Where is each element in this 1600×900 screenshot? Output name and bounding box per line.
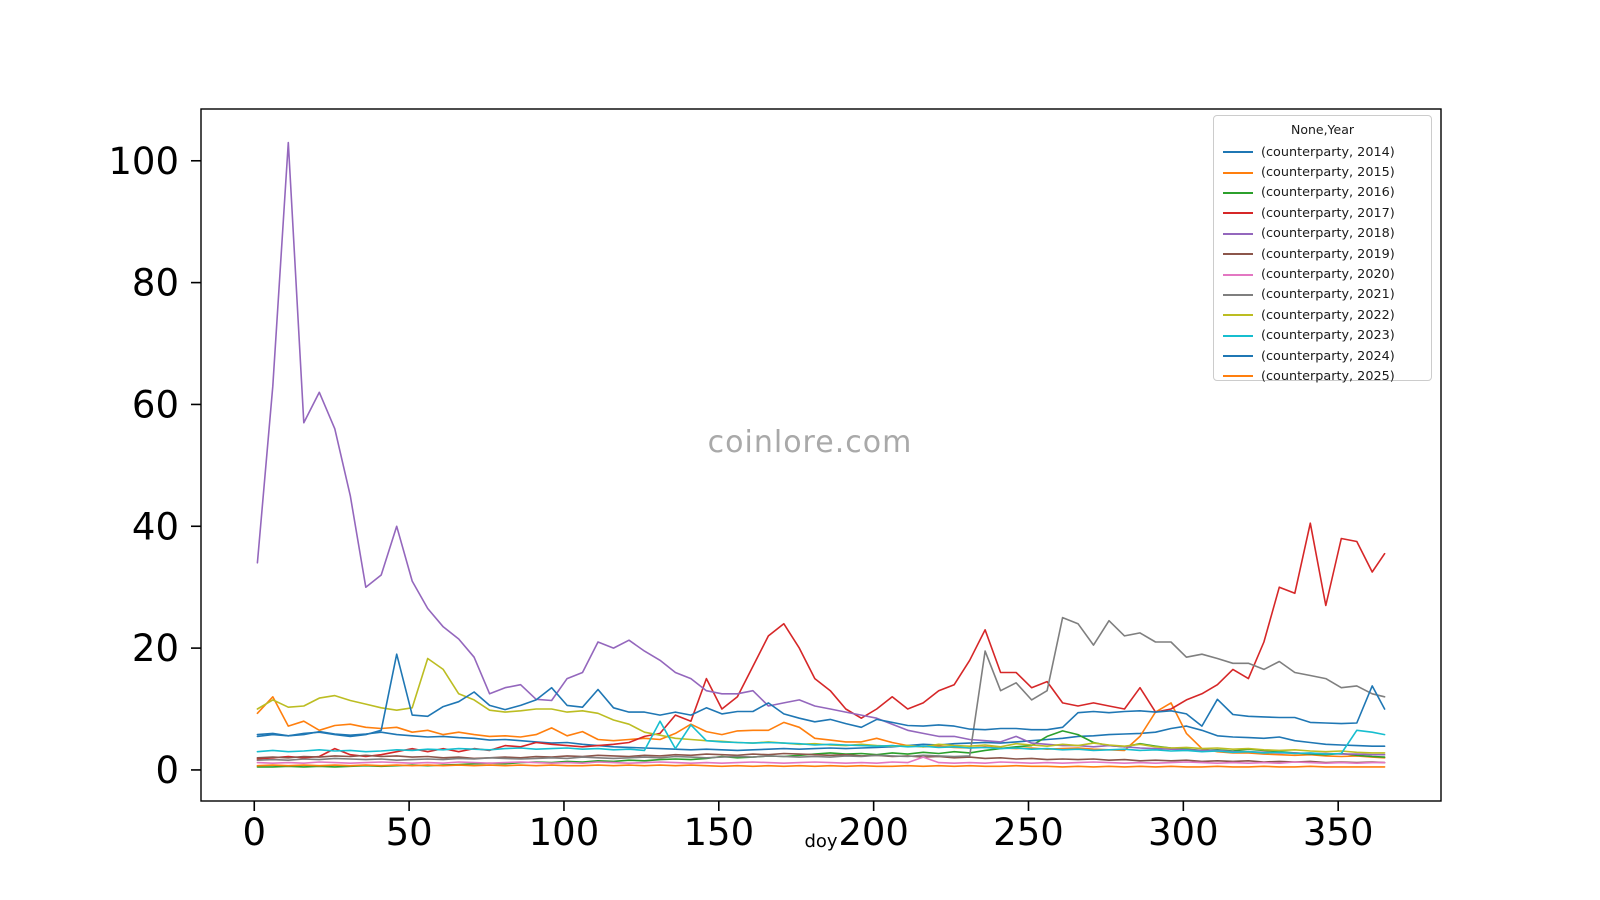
- legend: None,Year (counterparty, 2014) (counterpa…: [1213, 115, 1432, 384]
- legend-item: (counterparty, 2015): [1214, 162, 1431, 182]
- legend-line-swatch: [1223, 171, 1253, 174]
- legend-line-swatch: [1223, 191, 1253, 194]
- legend-item-label: (counterparty, 2022): [1261, 307, 1395, 323]
- legend-item-label: (counterparty, 2017): [1261, 205, 1395, 221]
- legend-item-label: (counterparty, 2018): [1261, 226, 1395, 242]
- legend-title: None,Year: [1290, 122, 1355, 137]
- series-line-2024: [256, 653, 1386, 738]
- series-line-2025: [256, 764, 1386, 768]
- series-lines: [256, 141, 1386, 768]
- x-tick-label: 100: [529, 811, 600, 854]
- x-tick-label: 50: [386, 811, 433, 854]
- legend-item: (counterparty, 2018): [1214, 224, 1431, 244]
- x-axis-label: doy: [804, 831, 838, 852]
- legend-item-label: (counterparty, 2023): [1261, 328, 1395, 344]
- x-tick-label: 250: [993, 811, 1064, 854]
- plot-frame: [200, 108, 1442, 802]
- y-tick-label: 80: [132, 262, 179, 305]
- legend-item: (counterparty, 2024): [1214, 346, 1431, 366]
- series-line-2019: [256, 752, 1386, 764]
- legend-line-swatch: [1223, 314, 1253, 317]
- x-tick-label: 350: [1303, 811, 1374, 854]
- series-line-2023: [256, 720, 1386, 755]
- y-tick-label: 0: [155, 749, 179, 792]
- legend-item-label: (counterparty, 2021): [1261, 287, 1395, 303]
- legend-line-swatch: [1223, 355, 1253, 358]
- legend-item: (counterparty, 2023): [1214, 326, 1431, 346]
- series-line-2015: [256, 695, 1386, 759]
- y-tick-label: 20: [132, 627, 179, 670]
- legend-line-swatch: [1223, 273, 1253, 276]
- legend-line-swatch: [1223, 253, 1253, 256]
- watermark: coinlore.com: [707, 425, 913, 460]
- legend-items: (counterparty, 2014) (counterparty, 2015)…: [1214, 142, 1431, 387]
- legend-line-swatch: [1223, 212, 1253, 215]
- y-tick-label: 100: [108, 140, 179, 183]
- y-tick-label: 60: [132, 383, 179, 426]
- legend-item: (counterparty, 2025): [1214, 366, 1431, 386]
- series-line-2020: [256, 756, 1386, 765]
- legend-item: (counterparty, 2017): [1214, 203, 1431, 223]
- legend-item: (counterparty, 2020): [1214, 264, 1431, 284]
- legend-item-label: (counterparty, 2016): [1261, 185, 1395, 201]
- legend-item: (counterparty, 2022): [1214, 305, 1431, 325]
- series-line-2017: [256, 522, 1386, 760]
- legend-line-swatch: [1223, 334, 1253, 337]
- x-tick-label: 0: [242, 811, 266, 854]
- series-line-2014: [256, 725, 1386, 752]
- legend-item: (counterparty, 2014): [1214, 142, 1431, 162]
- legend-item: (counterparty, 2019): [1214, 244, 1431, 264]
- legend-line-swatch: [1223, 293, 1253, 296]
- x-tick-label: 300: [1148, 811, 1219, 854]
- y-tick-label: 40: [132, 505, 179, 548]
- series-line-2021: [256, 616, 1386, 762]
- legend-item-label: (counterparty, 2025): [1261, 368, 1395, 384]
- legend-item-label: (counterparty, 2024): [1261, 348, 1395, 364]
- legend-item: (counterparty, 2021): [1214, 285, 1431, 305]
- legend-item-label: (counterparty, 2014): [1261, 144, 1395, 160]
- legend-item-label: (counterparty, 2019): [1261, 246, 1395, 262]
- y-axis-ticks: 0 20 40 60 80 100: [108, 140, 201, 792]
- x-axis-ticks: 0 50 100 150 200 250 300 350: [242, 801, 1373, 854]
- legend-item-label: (counterparty, 2020): [1261, 267, 1395, 283]
- x-tick-label: 200: [838, 811, 909, 854]
- legend-item: (counterparty, 2016): [1214, 183, 1431, 203]
- legend-item-label: (counterparty, 2015): [1261, 165, 1395, 181]
- series-line-2018: [256, 141, 1386, 756]
- legend-line-swatch: [1223, 232, 1253, 235]
- legend-line-swatch: [1223, 151, 1253, 154]
- x-tick-label: 150: [683, 811, 754, 854]
- legend-line-swatch: [1223, 375, 1253, 378]
